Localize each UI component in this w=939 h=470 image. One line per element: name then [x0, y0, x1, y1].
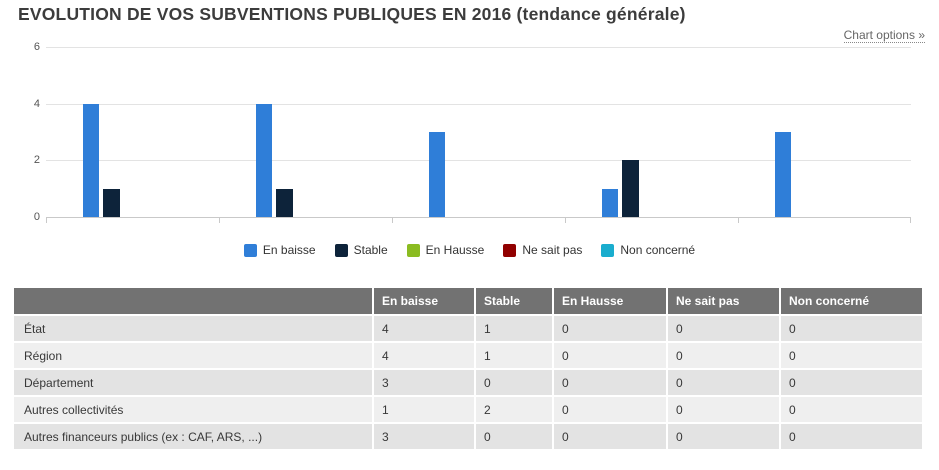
table-row: Région 4 1 0 0 0: [14, 342, 922, 369]
cell-value: 1: [474, 315, 553, 342]
legend-swatch-icon: [243, 243, 257, 257]
row-label: Département: [14, 369, 373, 396]
column-header-2: Stable: [474, 288, 553, 315]
legend-swatch-icon: [406, 243, 420, 257]
table-head: En baisse Stable En Hausse Ne sait pas Non c…: [14, 288, 922, 315]
results-table: En baisse Stable En Hausse Ne sait pas Non c…: [14, 288, 922, 449]
y-axis-tick-label: 6: [33, 41, 40, 53]
cell-value: 0: [666, 396, 780, 423]
cell-value: 0: [552, 396, 667, 423]
x-axis-line: [46, 217, 911, 218]
legend-swatch-icon: [601, 243, 615, 257]
cell-value: 0: [552, 315, 667, 342]
table-body: État 4 1 0 0 0 Région 4 1 0 0 0 Département 3 0 0 0 0 Autr…: [14, 315, 922, 449]
y-axis-tick-label: 2: [33, 154, 40, 167]
x-axis-tick: [738, 217, 739, 223]
cell-value: 0: [666, 342, 780, 369]
bar-en-baisse-3: [601, 188, 619, 217]
cell-value: 0: [666, 315, 780, 342]
legend-item-non-concern-[interactable]: Non concerné: [601, 243, 695, 257]
x-axis-tick: [392, 217, 393, 223]
legend-item-en-baisse[interactable]: En baisse: [243, 243, 316, 257]
row-label: Autres financeurs publics (ex : CAF, ARS…: [14, 423, 373, 449]
cell-value: 0: [552, 342, 667, 369]
table-row: Autres financeurs publics (ex : CAF, ARS…: [14, 423, 922, 449]
row-label: État: [14, 315, 373, 342]
y-axis-tick-label: 0: [33, 211, 40, 223]
bar-stable-1: [276, 188, 294, 217]
column-header-1: En baisse: [372, 288, 475, 315]
table-row: État 4 1 0 0 0: [14, 315, 922, 342]
column-header-3: En Hausse: [552, 288, 667, 315]
row-label: Région: [14, 342, 373, 369]
chart-options-link[interactable]: Chart options »: [843, 28, 925, 43]
row-label: Autres collectivités: [14, 396, 373, 423]
cell-value: 0: [779, 396, 922, 423]
table-row: Département 3 0 0 0 0: [14, 369, 922, 396]
cell-value: 3: [372, 369, 475, 396]
cell-value: 0: [474, 423, 553, 449]
bar-stable-0: [103, 188, 121, 217]
x-axis-tick: [219, 217, 220, 223]
bar-chart-plot-area: 0 2 4 6: [34, 41, 911, 223]
bar-en-baisse-2: [428, 132, 446, 217]
column-header-0: [14, 288, 373, 315]
y-axis-tick-label: 4: [33, 97, 40, 110]
y-gridline: [46, 103, 911, 105]
legend-label: Non concerné: [620, 243, 696, 257]
legend-label: En Hausse: [425, 243, 485, 257]
x-axis-tick: [565, 217, 566, 223]
cell-value: 0: [779, 369, 922, 396]
bar-stable-3: [622, 160, 640, 217]
table-header-row: En baisse Stable En Hausse Ne sait pas Non c…: [14, 288, 922, 315]
legend-label: Stable: [353, 243, 388, 257]
cell-value: 0: [552, 423, 667, 449]
column-header-5: Non concerné: [779, 288, 922, 315]
cell-value: 0: [666, 423, 780, 449]
legend-swatch-icon: [334, 243, 348, 257]
cell-value: 2: [474, 396, 553, 423]
cell-value: 1: [474, 342, 553, 369]
cell-value: 1: [372, 396, 475, 423]
table-row: Autres collectivités 1 2 0 0 0: [14, 396, 922, 423]
chart-legend: En baisse Stable En Hausse Ne sait pas Non c…: [0, 243, 939, 257]
bar-en-baisse-4: [774, 132, 792, 217]
cell-value: 0: [779, 342, 922, 369]
legend-item-ne-sait-pas[interactable]: Ne sait pas: [503, 243, 582, 257]
cell-value: 0: [779, 423, 922, 449]
cell-value: 3: [372, 423, 475, 449]
cell-value: 0: [779, 315, 922, 342]
cell-value: 0: [474, 369, 553, 396]
cell-value: 4: [372, 342, 475, 369]
legend-item-en-hausse[interactable]: En Hausse: [406, 243, 485, 257]
page-title: EVOLUTION DE VOS SUBVENTIONS PUBLIQUES E…: [18, 4, 686, 24]
bar-en-baisse-1: [255, 103, 273, 217]
column-header-4: Ne sait pas: [666, 288, 780, 315]
cell-value: 0: [552, 369, 667, 396]
y-gridline: [46, 47, 911, 48]
legend-label: Ne sait pas: [522, 243, 583, 257]
cell-value: 4: [372, 315, 475, 342]
x-axis-tick: [46, 217, 47, 223]
bar-en-baisse-0: [82, 103, 100, 217]
legend-swatch-icon: [503, 243, 517, 257]
y-gridline: [46, 160, 911, 162]
legend-label: En baisse: [262, 243, 316, 257]
cell-value: 0: [666, 369, 780, 396]
x-axis-tick: [910, 217, 911, 223]
legend-item-stable[interactable]: Stable: [334, 243, 388, 257]
